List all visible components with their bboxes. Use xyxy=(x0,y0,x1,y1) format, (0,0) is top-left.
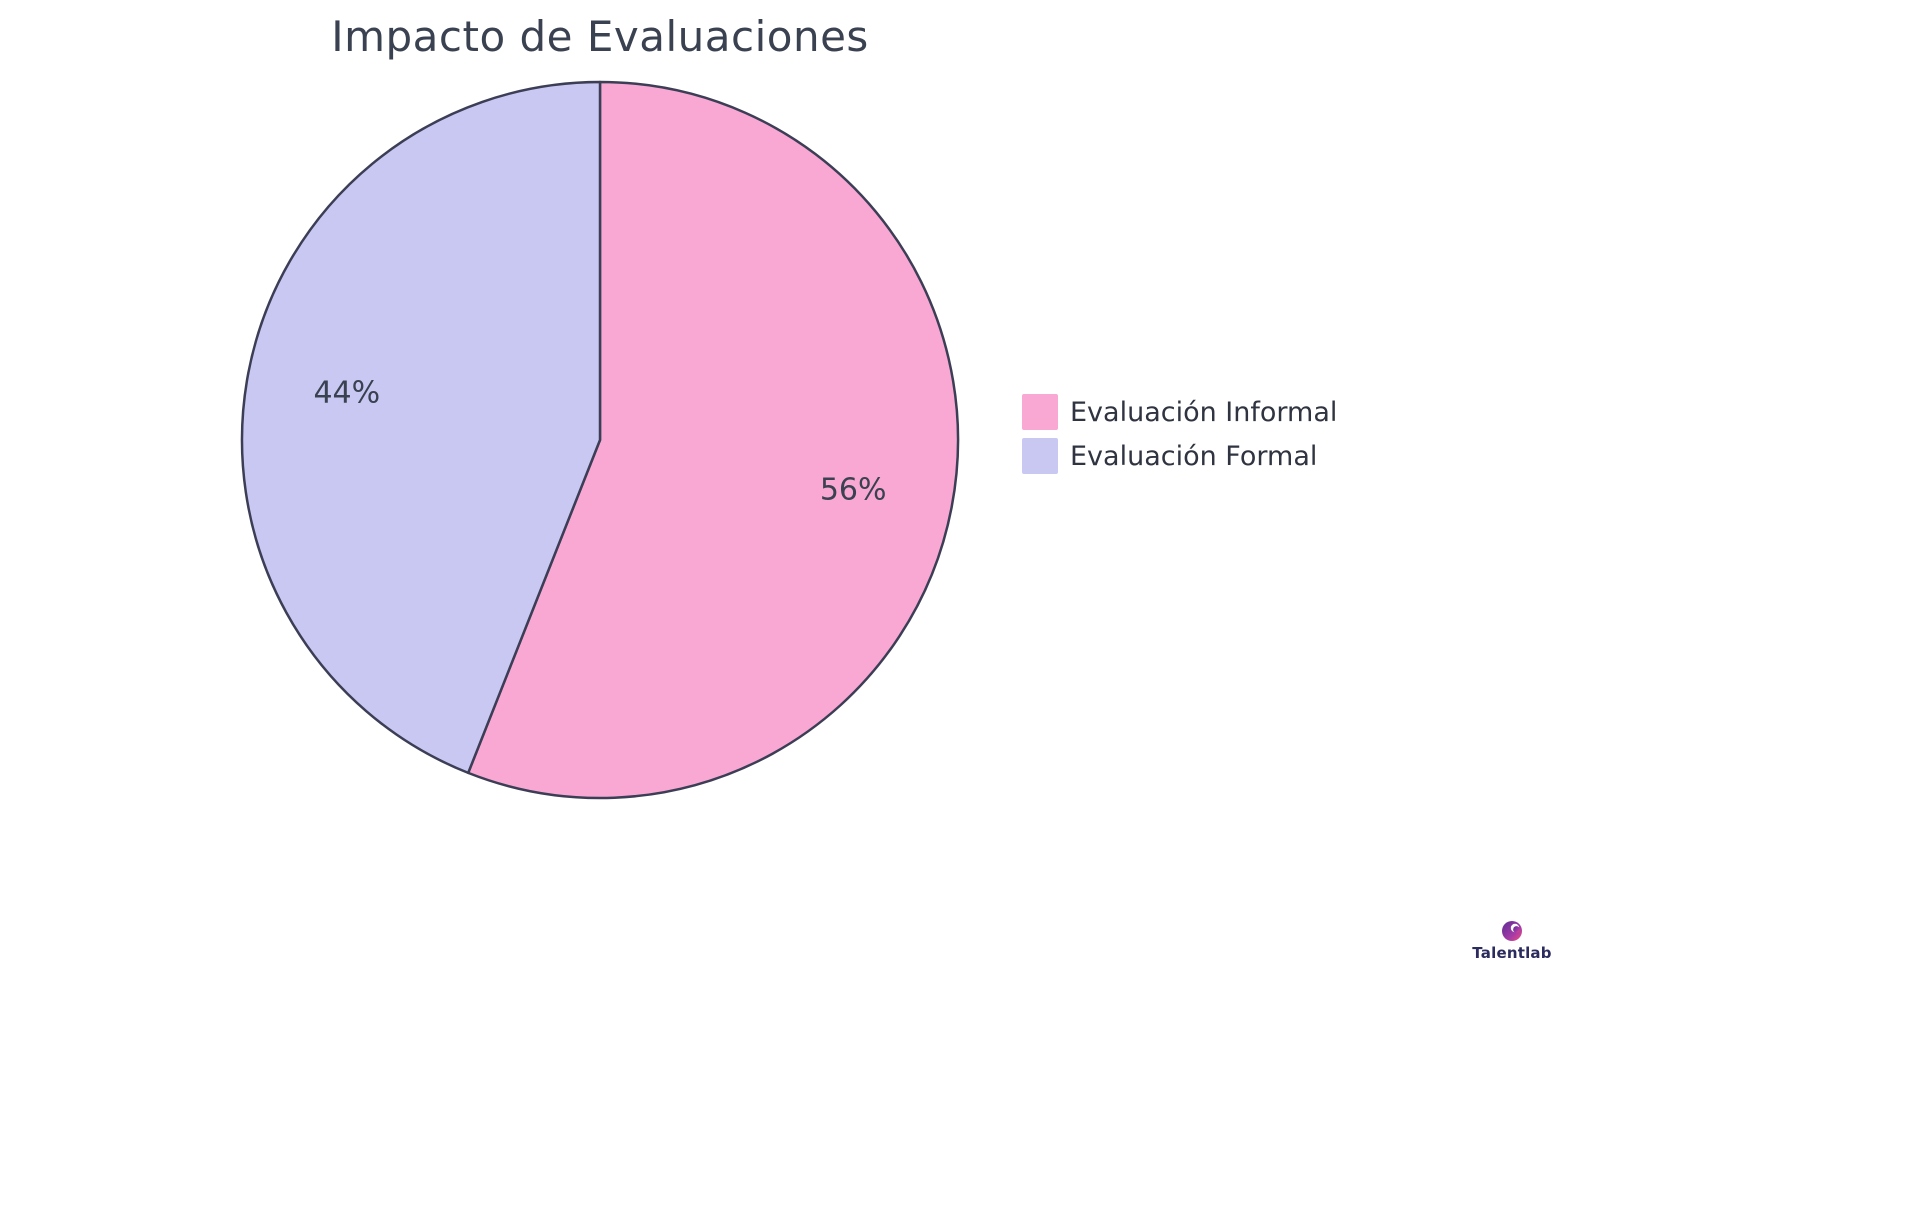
legend-label-informal: Evaluación Informal xyxy=(1070,396,1338,428)
brand-logo: Talentlab xyxy=(1462,920,1562,962)
pie-slice-informal xyxy=(466,80,960,800)
legend-swatch-informal xyxy=(1022,394,1058,430)
legend: Evaluación Informal Evaluación Formal xyxy=(1022,394,1337,474)
brand-wordmark: Talentlab xyxy=(1472,944,1552,962)
legend-label-formal: Evaluación Formal xyxy=(1070,440,1318,472)
legend-item-formal: Evaluación Formal xyxy=(1022,438,1337,474)
pie-slice-formal xyxy=(240,80,602,775)
legend-swatch-formal xyxy=(1022,438,1058,474)
slice-value-label: 56% xyxy=(820,472,887,507)
legend-item-informal: Evaluación Informal xyxy=(1022,394,1337,430)
slice-value-label: 44% xyxy=(313,376,380,411)
talentlab-icon xyxy=(1502,921,1522,941)
chart-title: Impacto de Evaluaciones xyxy=(331,12,869,61)
